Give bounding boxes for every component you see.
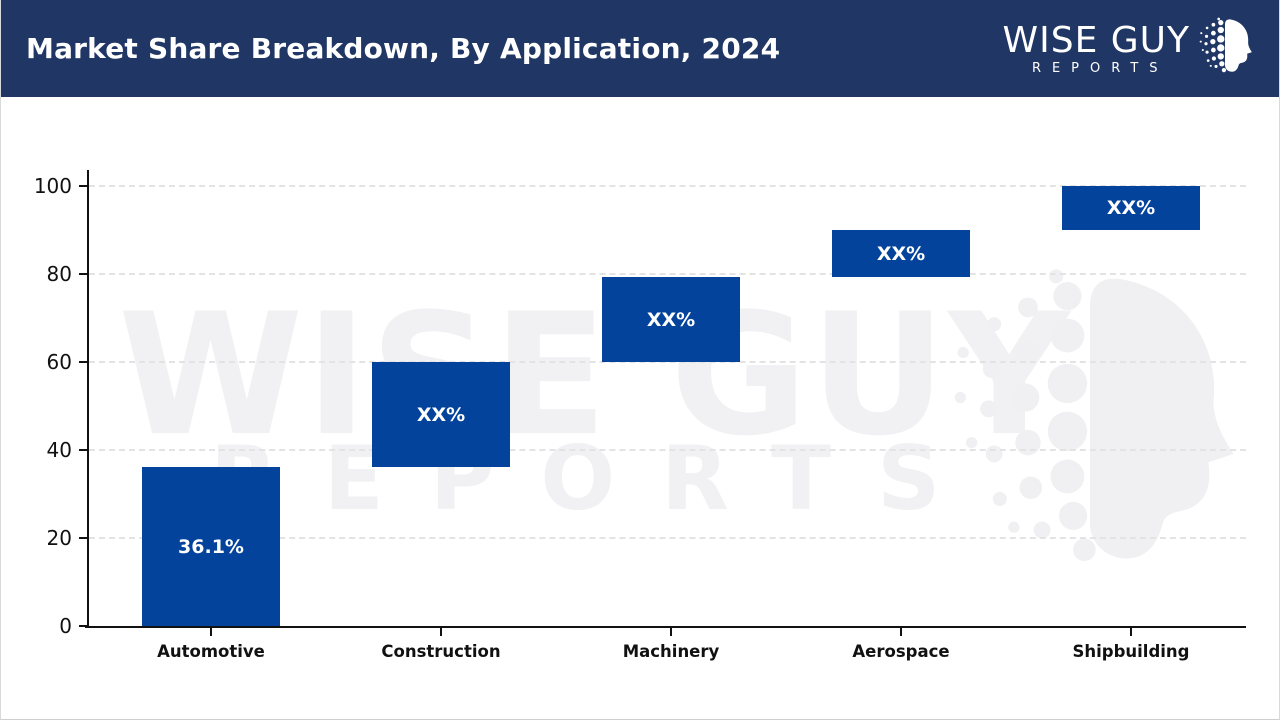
- y-tick-mark: [79, 449, 88, 451]
- y-tick-label: 20: [46, 526, 72, 550]
- page-title: Market Share Breakdown, By Application, …: [26, 32, 781, 65]
- gridline: [89, 537, 1246, 539]
- bar-value-label: XX%: [416, 403, 466, 426]
- bar-value-label: XX%: [1106, 197, 1156, 219]
- gridline: [89, 449, 1246, 451]
- y-axis-line: [87, 170, 89, 628]
- x-tick-mark: [670, 628, 672, 636]
- brand-tagline: REPORTS: [1031, 60, 1169, 76]
- y-tick-label: 60: [46, 350, 72, 374]
- bar: 36.1%: [142, 467, 280, 626]
- gridline: [89, 273, 1246, 275]
- x-tick-mark: [210, 628, 212, 636]
- bar-value-label: XX%: [876, 242, 926, 265]
- x-category-label: Automotive: [157, 642, 265, 661]
- bar-value-label: 36.1%: [178, 535, 244, 558]
- brand-name: WISE GUY: [1002, 19, 1190, 61]
- bar: XX%: [832, 230, 970, 278]
- x-tick-mark: [440, 628, 442, 636]
- y-tick-mark: [79, 361, 88, 363]
- bar: XX%: [372, 362, 510, 468]
- wise-guy-head-icon: [1199, 17, 1252, 72]
- x-axis-line: [85, 626, 1246, 628]
- header-bar: Market Share Breakdown, By Application, …: [0, 0, 1280, 97]
- watermark-brand-tagline: REPORTS: [210, 427, 987, 530]
- watermark-brand-name: WISE GUY: [118, 277, 1073, 473]
- gridline: [89, 361, 1246, 363]
- x-category-label: Machinery: [622, 642, 720, 661]
- bar: XX%: [1062, 186, 1200, 230]
- x-tick-mark: [900, 628, 902, 636]
- y-tick-mark: [79, 537, 88, 539]
- brand-logo-text: WISE GUY REPORTS: [1002, 19, 1191, 76]
- x-category-label: Aerospace: [852, 642, 950, 661]
- bar: XX%: [602, 277, 740, 362]
- y-tick-mark: [79, 185, 88, 187]
- gridline: [89, 185, 1246, 187]
- chart-area: WISE GUY REPORTS 0 20 40 60 80 100 36.1% Automo…: [0, 97, 1280, 720]
- bar-value-label: XX%: [646, 308, 696, 331]
- y-tick-label: 80: [46, 262, 72, 286]
- brand-logo: WISE GUY REPORTS: [1003, 9, 1255, 89]
- y-tick-mark: [79, 625, 88, 627]
- x-category-label: Construction: [381, 642, 501, 661]
- y-tick-label: 100: [33, 174, 72, 198]
- watermark-head-icon: [954, 269, 1234, 561]
- y-tick-label: 40: [46, 438, 72, 462]
- y-tick-label: 0: [59, 614, 72, 638]
- x-tick-mark: [1130, 628, 1132, 636]
- y-tick-mark: [79, 273, 88, 275]
- x-category-label: Shipbuilding: [1072, 642, 1190, 661]
